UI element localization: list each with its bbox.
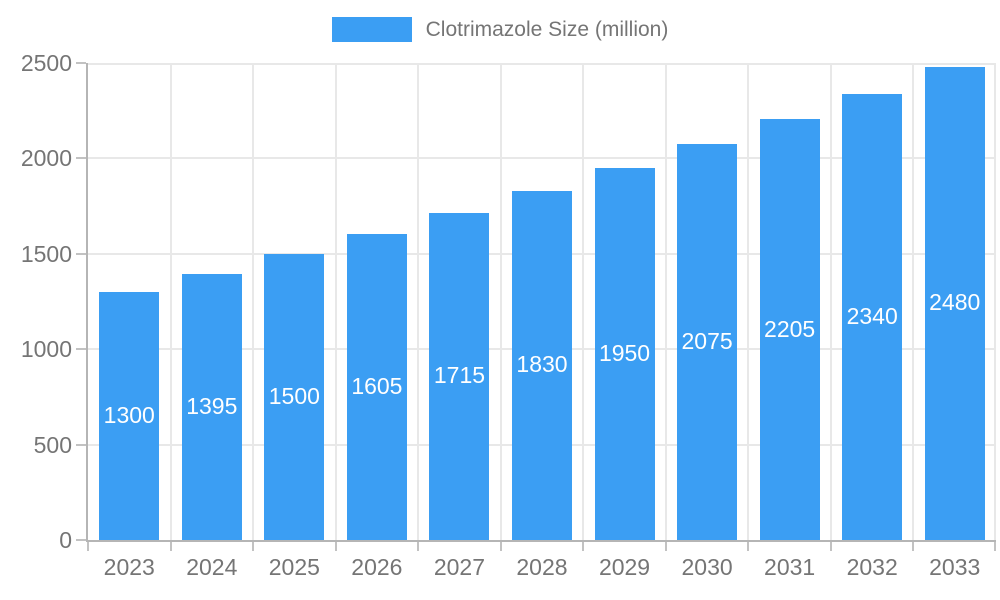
y-axis-label: 2500 (20, 50, 72, 76)
x-axis-label: 2027 (433, 554, 486, 580)
bar-2024[interactable]: 1395 (181, 273, 242, 540)
legend-label: Clotrimazole Size (million) (425, 17, 669, 41)
x-axis-label: 2030 (681, 554, 733, 580)
x-axis-tick (747, 542, 750, 551)
bar-value-label: 2075 (681, 328, 733, 355)
x-gridline (334, 63, 337, 540)
bar-2032[interactable]: 2340 (842, 93, 903, 540)
bar-value-label: 1830 (516, 351, 568, 378)
bar-2030[interactable]: 2075 (677, 144, 738, 540)
x-gridline (912, 63, 915, 540)
y-axis-label: 2000 (20, 145, 72, 172)
y-axis-tick (76, 62, 86, 64)
bar-value-label: 2480 (929, 289, 981, 316)
x-axis-tick (582, 542, 585, 551)
legend-swatch (331, 17, 412, 42)
x-gridline (829, 63, 832, 540)
bar-2033[interactable]: 2480 (924, 66, 985, 540)
y-axis-label: 0 (59, 527, 72, 553)
x-axis-tick (334, 542, 337, 551)
x-axis-label: 2024 (186, 554, 238, 580)
bar-2026[interactable]: 1605 (346, 233, 407, 540)
x-gridline (747, 63, 750, 540)
bar-value-label: 1395 (186, 392, 238, 419)
x-axis-label: 2025 (268, 554, 320, 580)
bar-value-label: 1715 (433, 362, 486, 389)
x-axis-tick (252, 542, 255, 551)
x-axis-tick (417, 542, 420, 551)
x-gridline (994, 63, 996, 540)
bar-value-label: 1300 (103, 401, 155, 428)
x-axis-tick (664, 542, 667, 551)
x-axis-label: 2031 (764, 554, 816, 580)
x-axis-label: 2023 (103, 554, 155, 580)
y-axis-tick (76, 252, 86, 255)
bar-2029[interactable]: 1950 (594, 167, 655, 540)
bar-value-label: 1605 (351, 372, 403, 399)
x-gridline (417, 63, 420, 540)
bar-2028[interactable]: 1830 (512, 190, 572, 540)
y-axis-label: 1000 (20, 336, 72, 363)
x-axis-label: 2032 (846, 554, 898, 580)
bar-2031[interactable]: 2205 (759, 119, 820, 540)
x-axis-tick (912, 542, 915, 551)
bar-2023[interactable]: 1300 (99, 291, 160, 540)
x-gridline (582, 63, 585, 540)
x-axis-label: 2028 (516, 554, 568, 580)
x-gridline (499, 63, 502, 540)
y-axis-tick (76, 157, 86, 160)
bar-2027[interactable]: 1715 (429, 212, 490, 540)
y-gridline (88, 63, 996, 65)
x-gridline (169, 63, 172, 540)
x-gridline (664, 63, 667, 540)
bar-value-label: 1500 (268, 382, 320, 409)
x-axis-label: 2033 (929, 554, 981, 580)
y-axis-tick (76, 539, 86, 541)
x-axis-tick (169, 542, 172, 551)
x-axis-tick (87, 542, 89, 551)
x-axis-tick (829, 542, 832, 551)
bar-value-label: 1950 (598, 339, 651, 366)
x-axis-tick (499, 542, 502, 551)
bar-value-label: 2205 (764, 315, 816, 342)
y-axis-tick (76, 348, 86, 351)
x-axis-tick (994, 542, 996, 551)
x-gridline (252, 63, 255, 540)
x-axis-label: 2029 (598, 554, 651, 580)
y-axis-tick (76, 443, 86, 446)
y-axis-label: 500 (33, 431, 72, 458)
bar-value-label: 2340 (846, 302, 898, 329)
plot-area: 0 500 1000 1500 2000 2500 2023 2024 2025 2026 2027… (21, 50, 996, 580)
y-axis-label: 1500 (20, 240, 72, 267)
x-axis-label: 2026 (351, 554, 403, 580)
y-gridline (88, 157, 996, 160)
bar-2025[interactable]: 1500 (264, 253, 325, 540)
legend-item[interactable]: Clotrimazole Size (million) (0, 17, 1000, 42)
